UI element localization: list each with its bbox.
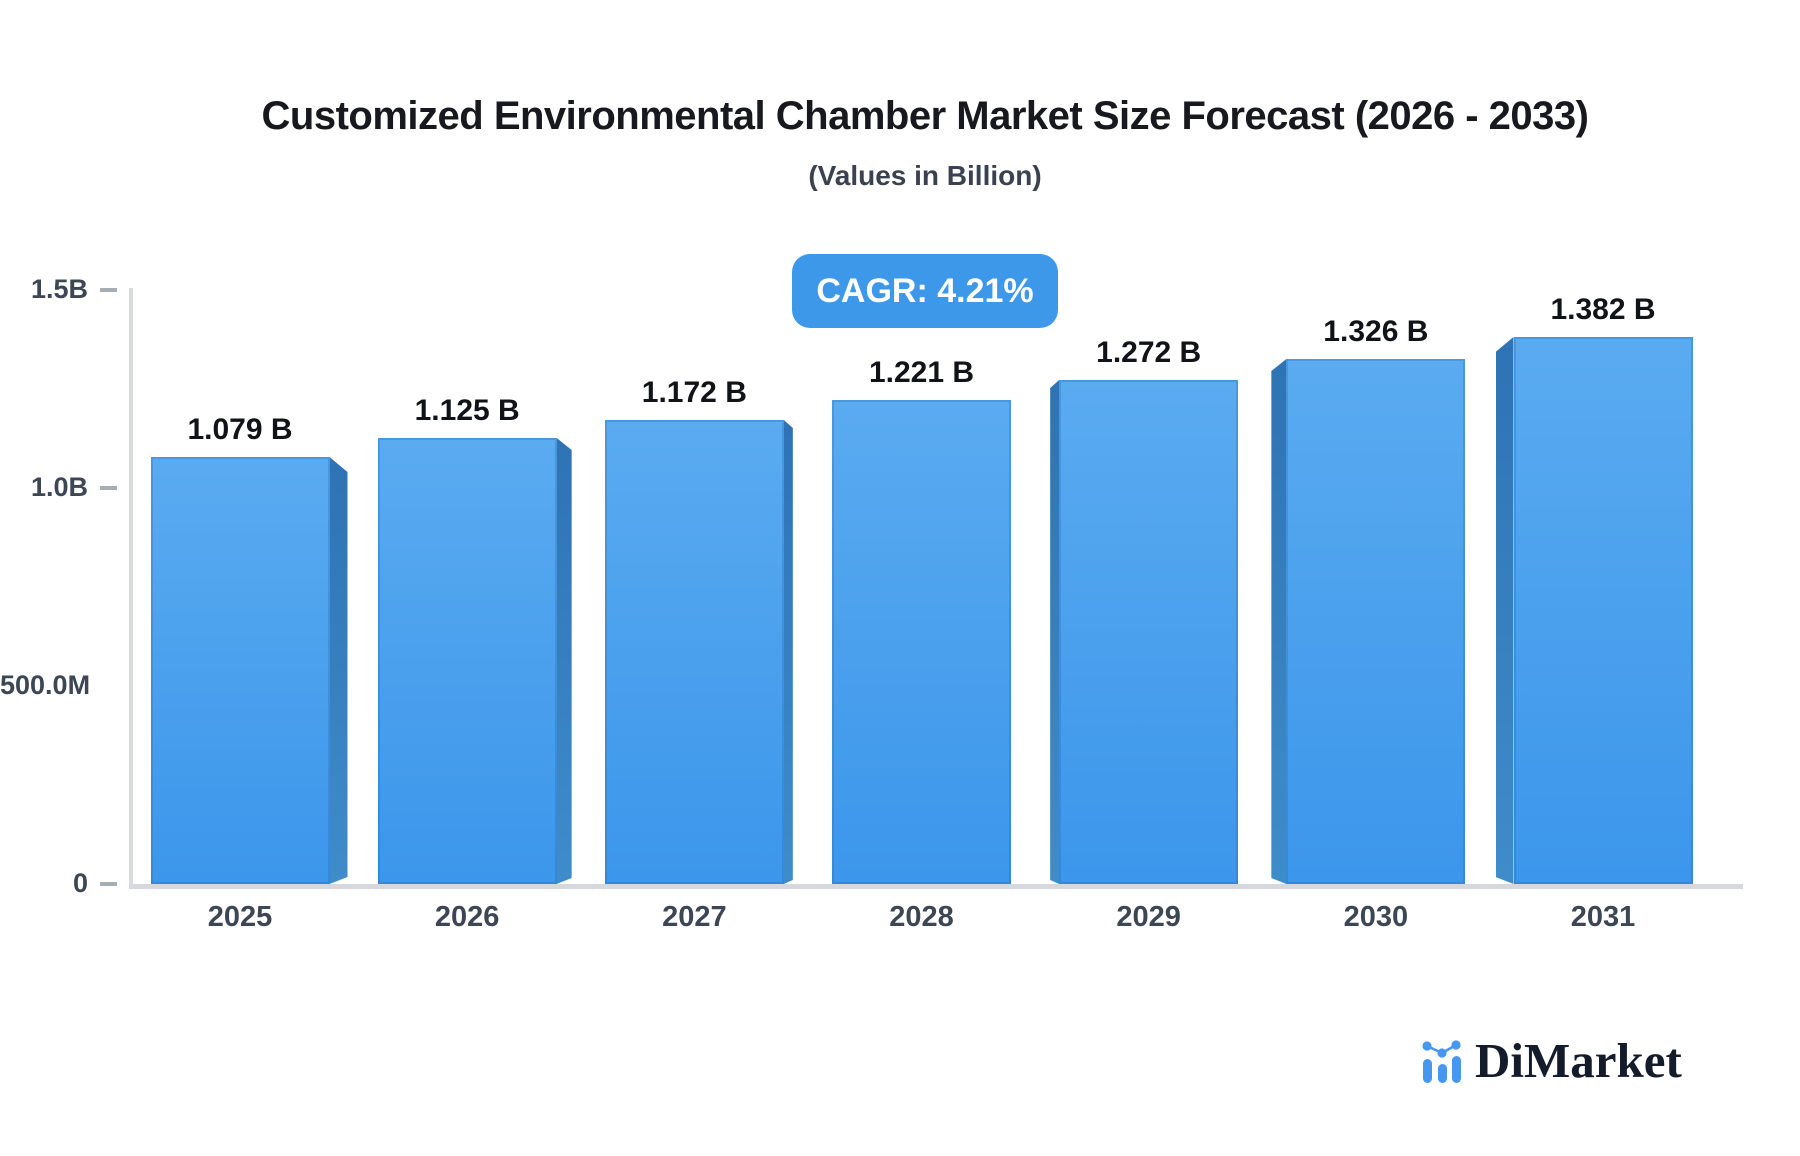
chart-subtitle: (Values in Billion) — [808, 160, 1042, 191]
x-tick-label: 2028 — [889, 901, 954, 933]
y-tick-mark — [100, 882, 117, 886]
bar-side-3d — [1050, 380, 1059, 884]
x-tick-label: 2029 — [1116, 901, 1181, 933]
y-tick-label: 500.0M — [0, 670, 91, 700]
y-tick-label: 1.5B — [30, 274, 88, 304]
x-tick-label: 2030 — [1343, 901, 1409, 933]
x-tick-label: 2027 — [662, 901, 727, 933]
dimarket-logo-icon — [1422, 1039, 1461, 1083]
bar-2025[interactable] — [150, 457, 330, 884]
bar-2031[interactable] — [1513, 337, 1693, 884]
bar-value-label: 1.221 B — [868, 356, 975, 389]
bar-value-label: 1.326 B — [1323, 315, 1429, 348]
bar-value-label: 1.382 B — [1550, 293, 1656, 326]
x-axis-line — [129, 884, 1743, 889]
bar-side-3d — [330, 457, 348, 884]
y-axis-line — [129, 288, 133, 888]
bar-side-3d — [1271, 359, 1286, 884]
bar-2029[interactable] — [1059, 380, 1239, 884]
bar-value-label: 1.079 B — [187, 413, 293, 446]
bar-side-3d — [784, 420, 793, 884]
bar-side-3d — [557, 438, 572, 884]
x-tick-label: 2025 — [207, 901, 273, 933]
bar-2030[interactable] — [1286, 359, 1466, 884]
dimarket-logo[interactable]: DiMarket — [1421, 1036, 1682, 1085]
y-tick-label: 0 — [72, 868, 88, 898]
bar-2027[interactable] — [604, 420, 784, 884]
y-tick-mark — [100, 288, 117, 292]
dimarket-logo-text: DiMarket — [1475, 1033, 1682, 1088]
bar-value-label: 1.172 B — [641, 376, 747, 409]
bar-2028[interactable] — [832, 400, 1011, 884]
x-tick-label: 2031 — [1570, 901, 1636, 933]
y-tick-mark — [100, 486, 117, 490]
bar-value-label: 1.272 B — [1096, 336, 1202, 369]
bar-side-3d — [1496, 337, 1514, 884]
chart-title: Customized Environmental Chamber Market … — [261, 94, 1589, 138]
cagr-badge: CAGR: 4.21% — [792, 254, 1058, 328]
x-tick-label: 2026 — [434, 901, 500, 933]
y-tick-label: 1.0B — [30, 472, 88, 502]
bar-value-label: 1.125 B — [414, 394, 520, 427]
bar-2026[interactable] — [377, 438, 557, 884]
